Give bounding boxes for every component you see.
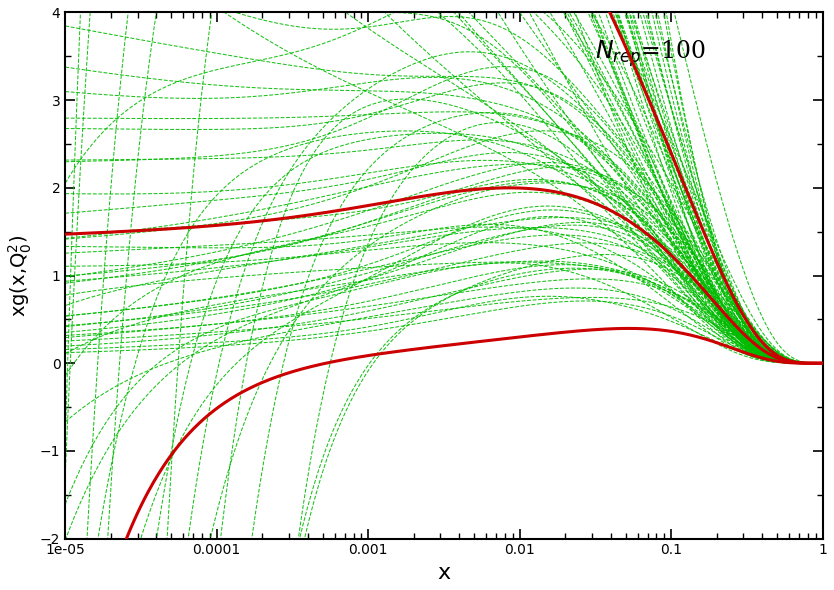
X-axis label: x: x xyxy=(437,563,450,583)
Y-axis label: xg(x,Q$_0^2$): xg(x,Q$_0^2$) xyxy=(7,235,34,317)
Text: $N_{rep}$=100: $N_{rep}$=100 xyxy=(595,39,706,70)
